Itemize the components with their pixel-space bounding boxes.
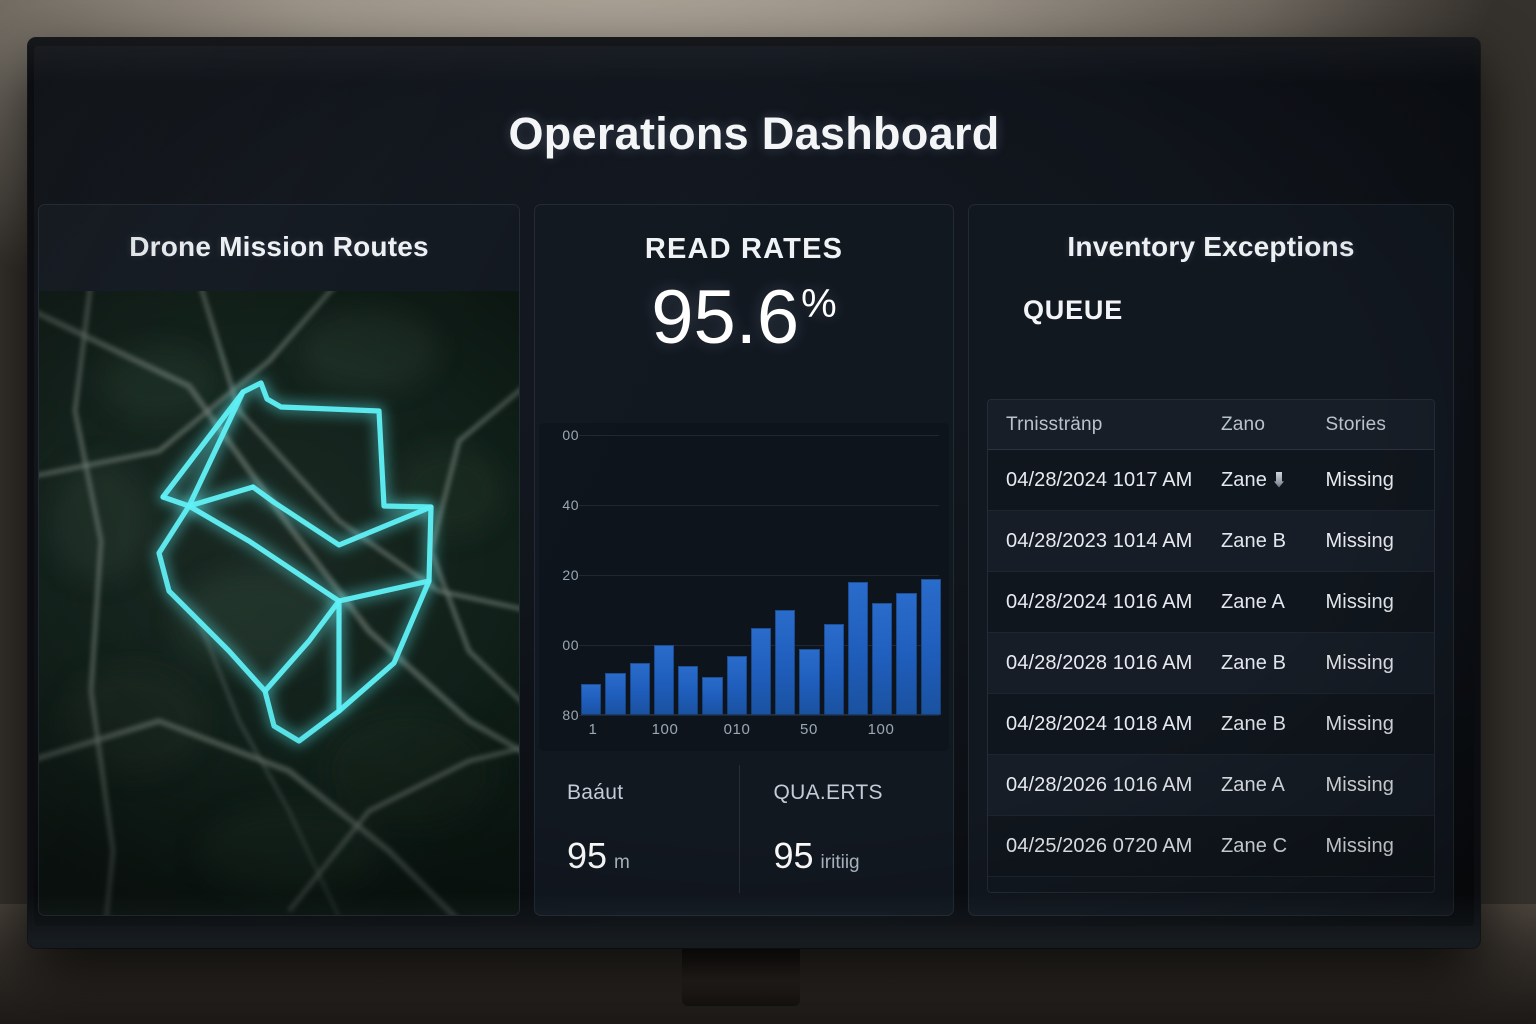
chart-plot-area: 80 00 20 40 00 1 100 010 50 100: [539, 423, 949, 751]
table-row[interactable]: 04/28/2024 1017 AM Zane Missing: [988, 450, 1434, 511]
read-rate-unit: %: [801, 281, 837, 326]
table-row[interactable]: 04/28/2024 1016 AM Zane A Missing: [988, 572, 1434, 633]
gridline: [579, 715, 939, 716]
stat-label: QUA.ERTS: [773, 781, 883, 804]
stat-value: 95 m: [567, 835, 739, 877]
gridline: [579, 435, 939, 436]
stat-number: 95: [773, 835, 814, 876]
drone-route-paths: [156, 380, 434, 744]
chart-bar[interactable]: [896, 592, 917, 715]
column-header-status[interactable]: Stories: [1325, 413, 1387, 435]
read-rates-panel[interactable]: READ RATES 95.6% 80 00 20 40 00 1 100 010 50 100: [534, 204, 954, 916]
drone-mission-routes-panel[interactable]: Drone Mission Routes: [38, 204, 520, 916]
x-tick-label: 100: [867, 721, 895, 738]
stat-unit: iritiig: [820, 852, 860, 873]
read-rates-title: READ RATES: [644, 233, 844, 265]
cell-timestamp: 04/28/2026 1016 AM: [1006, 773, 1193, 796]
read-rates-bar-chart[interactable]: 80 00 20 40 00 1 100 010 50 100: [539, 423, 949, 751]
x-tick-label: 010: [723, 721, 751, 738]
cell-status: Missing: [1325, 834, 1395, 857]
read-rates-stats: Baáut 95 m QUA.ERTS 95 iritiig: [543, 765, 945, 893]
inventory-exceptions-panel[interactable]: Inventory Exceptions QUEUE Trnisstränp Z…: [968, 204, 1454, 916]
cell-zone: Zane A: [1220, 773, 1285, 796]
chart-bar[interactable]: [799, 648, 820, 715]
stat-number: 95: [567, 835, 608, 876]
table-header-row: Trnisstränp Zano Stories: [988, 400, 1434, 450]
chart-bar[interactable]: [750, 627, 772, 715]
cell-status: Missing: [1325, 651, 1395, 674]
stat-tile-1[interactable]: QUA.ERTS 95 iritiig: [738, 765, 946, 893]
y-tick-label: 40: [562, 497, 579, 513]
chart-bar[interactable]: [702, 676, 723, 715]
dashboard-screen: Operations Dashboard Drone Mission Route…: [34, 46, 1474, 926]
cell-status: Missing: [1325, 590, 1395, 613]
read-rate-metric: 95.6%: [535, 280, 953, 356]
cell-zone: Zane A: [1220, 590, 1285, 613]
cell-status: Missing: [1325, 773, 1395, 796]
y-tick-label: 00: [562, 637, 579, 653]
cell-timestamp: 04/28/2024 1018 AM: [1006, 712, 1193, 735]
inventory-exceptions-table[interactable]: Trnisstränp Zano Stories 04/28/2024 1017…: [987, 399, 1435, 893]
chart-bar[interactable]: [775, 610, 796, 715]
chart-bar[interactable]: [920, 578, 941, 715]
inventory-queue-subtitle: QUEUE: [1023, 295, 1124, 325]
stat-value: 95 iritiig: [774, 835, 946, 877]
cell-timestamp: 04/28/2023 1014 AM: [1006, 529, 1193, 552]
table-row[interactable]: 04/28/2023 1014 AM Zane B Missing: [988, 511, 1434, 572]
chart-bars: [581, 435, 941, 715]
panels-row: Drone Mission Routes: [34, 204, 1474, 916]
cell-timestamp: 04/28/2024 1016 AM: [1006, 590, 1193, 613]
y-tick-label: 00: [562, 427, 579, 443]
x-tick-label: 50: [800, 721, 818, 738]
chart-bar[interactable]: [629, 662, 650, 715]
map-roads: [39, 291, 519, 915]
chart-bar[interactable]: [847, 582, 869, 715]
cell-zone: Zane: [1221, 469, 1326, 492]
monitor-bezel: Operations Dashboard Drone Mission Route…: [28, 38, 1480, 948]
cell-timestamp: 04/25/2026 0720 AM: [1006, 834, 1193, 857]
cell-zone: Zane C: [1220, 834, 1288, 857]
chart-x-axis: 1 100 010 50 100: [581, 719, 941, 749]
cell-zone: Zane B: [1220, 712, 1287, 735]
chart-bar[interactable]: [726, 655, 747, 715]
map-panel-title: Drone Mission Routes: [129, 231, 429, 262]
map-canvas: [39, 291, 519, 915]
chart-bar[interactable]: [605, 673, 626, 715]
satellite-map[interactable]: [39, 291, 519, 915]
stat-tile-0[interactable]: Baáut 95 m: [543, 765, 739, 893]
cell-zone: Zane B: [1220, 651, 1287, 674]
table-row[interactable]: 04/25/2026 0720 AM Zane C Missing: [988, 816, 1434, 877]
table-row[interactable]: 04/28/2028 1016 AM Zane B Missing: [988, 633, 1434, 694]
gridline: [579, 505, 939, 506]
table-body: 04/28/2024 1017 AM Zane Missing 04/28/2023 …: [988, 450, 1434, 877]
x-tick-label: 1: [588, 721, 598, 738]
chart-bar[interactable]: [823, 624, 844, 715]
stat-unit: m: [614, 852, 630, 873]
cell-status: Missing: [1325, 712, 1395, 735]
stat-label: Baáut: [567, 781, 624, 804]
chart-bar[interactable]: [678, 666, 699, 715]
inventory-panel-title: Inventory Exceptions: [1067, 231, 1355, 262]
monitor-stand: [682, 940, 800, 1006]
table-row[interactable]: 04/28/2024 1018 AM Zane B Missing: [988, 694, 1434, 755]
cell-zone: Zane B: [1220, 529, 1287, 552]
cell-status: Missing: [1325, 529, 1395, 552]
column-header-timestamp[interactable]: Trnisstränp: [1006, 413, 1103, 435]
read-rate-value: 95.6: [651, 275, 800, 360]
page-title: Operations Dashboard: [508, 108, 1000, 159]
cell-timestamp: 04/28/2028 1016 AM: [1006, 651, 1193, 674]
x-tick-label: 100: [651, 721, 679, 738]
table-row[interactable]: 04/28/2026 1016 AM Zane A Missing: [988, 755, 1434, 816]
chart-bar[interactable]: [872, 603, 893, 715]
y-tick-label: 20: [562, 567, 579, 583]
cell-timestamp: 04/28/2024 1017 AM: [1006, 468, 1193, 491]
gridline: [579, 575, 939, 576]
chart-bar[interactable]: [581, 683, 602, 715]
y-tick-label: 80: [562, 707, 579, 723]
cell-status: Missing: [1325, 468, 1395, 491]
chart-bar[interactable]: [653, 645, 675, 715]
zone-marker-icon: [1273, 471, 1284, 488]
column-header-zone[interactable]: Zano: [1220, 413, 1266, 435]
